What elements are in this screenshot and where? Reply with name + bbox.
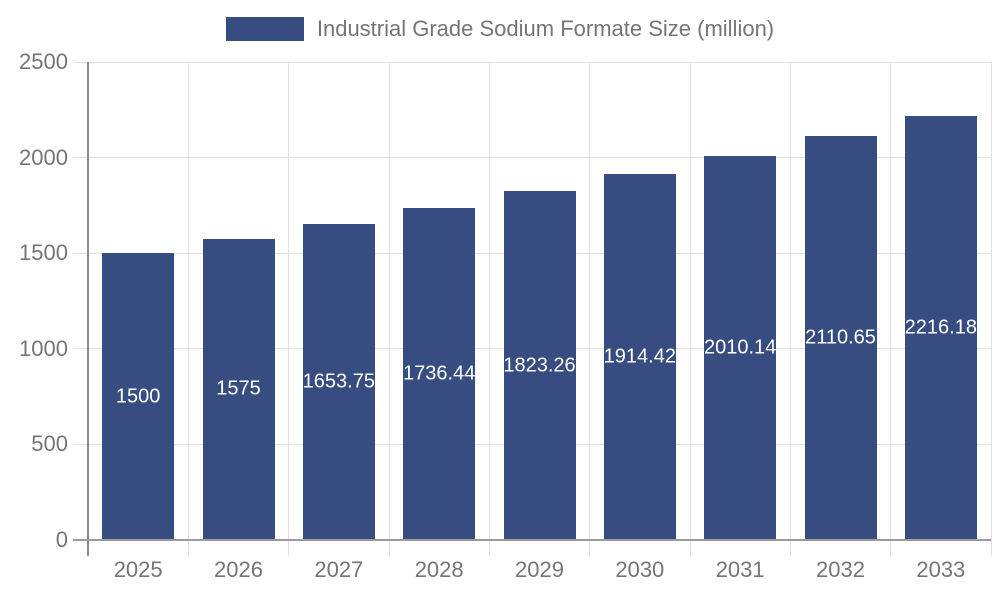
gridline-vertical (187, 62, 189, 556)
bar-value-label: 2010.14 (704, 336, 777, 359)
y-axis-tick (73, 157, 88, 159)
gridline-vertical (789, 62, 791, 556)
bar (704, 155, 777, 540)
x-axis-tick-label: 2032 (816, 557, 865, 582)
gridline-horizontal (88, 61, 991, 63)
legend-label: Industrial Grade Sodium Formate Size (mi… (316, 16, 775, 41)
y-axis-tick (73, 252, 88, 254)
y-axis-tick-label: 1000 (19, 335, 68, 361)
y-axis-tick-label: 500 (31, 431, 68, 457)
y-axis-tick-label: 2500 (19, 49, 68, 74)
x-axis-tick-label: 2029 (515, 557, 564, 582)
x-axis-line (73, 539, 991, 541)
bar-value-label: 1500 (115, 385, 161, 408)
bar (102, 253, 175, 540)
x-axis-tick-label: 2031 (715, 557, 765, 582)
legend-swatch (225, 17, 304, 41)
x-axis-tick-label: 2030 (615, 557, 665, 582)
gridline-vertical (288, 62, 290, 556)
y-axis-tick (73, 348, 88, 350)
bar-value-label: 1575 (216, 377, 261, 400)
x-axis-tick-label: 2027 (314, 557, 364, 582)
gridline-vertical (890, 62, 892, 556)
y-axis-tick (73, 61, 88, 63)
bar (603, 173, 676, 540)
gridline-vertical (488, 62, 490, 556)
y-axis-tick-label: 2000 (19, 144, 68, 170)
bar (804, 136, 877, 540)
x-axis-tick-label: 2028 (414, 557, 464, 582)
y-axis-tick-label: 1500 (19, 240, 68, 266)
bar (202, 238, 275, 540)
x-axis-tick-label: 2025 (113, 557, 163, 582)
bar-value-label: 1914.42 (603, 345, 676, 368)
legend: Industrial Grade Sodium Formate Size (mi… (0, 16, 1000, 42)
bar-value-label: 1653.75 (302, 370, 375, 393)
bar-value-label: 1736.44 (403, 362, 476, 385)
bar (403, 207, 476, 540)
bar-value-label: 2110.65 (805, 326, 876, 349)
y-axis-line (87, 62, 89, 556)
bar (904, 116, 977, 540)
gridline-vertical (689, 62, 691, 556)
bar (302, 223, 375, 540)
gridline-horizontal (88, 157, 991, 159)
gridline-vertical (990, 62, 992, 556)
bar-value-label: 1823.26 (503, 354, 576, 377)
bar (503, 191, 576, 540)
y-axis-tick-label: 0 (55, 527, 68, 552)
x-axis-tick-label: 2033 (916, 557, 966, 582)
gridline-vertical (388, 62, 390, 556)
y-axis-tick (73, 443, 88, 445)
gridline-vertical (589, 62, 591, 556)
bar-value-label: 2216.18 (904, 316, 977, 339)
x-axis-tick-label: 2026 (214, 557, 263, 582)
